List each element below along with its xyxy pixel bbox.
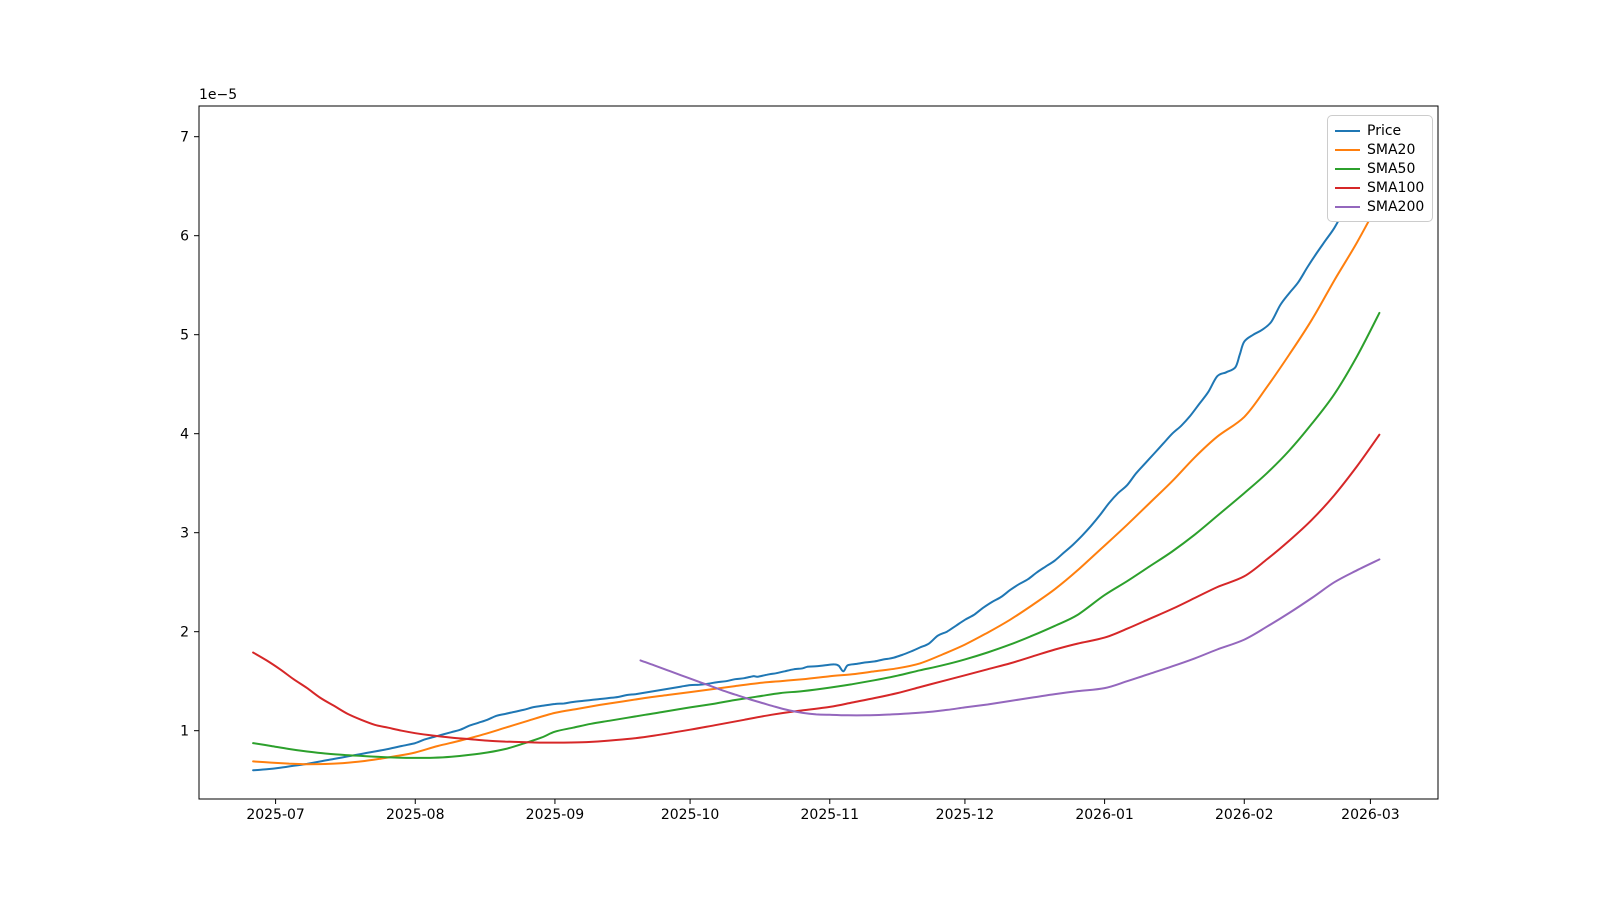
y-tick-label: 5	[180, 328, 189, 344]
y-offset-label: 1e−5	[199, 87, 237, 103]
legend-entry-sma20: SMA20	[1335, 140, 1425, 159]
y-tick-label: 6	[180, 229, 189, 245]
legend-entry-price: Price	[1335, 121, 1425, 140]
x-tick-label: 2025-08	[386, 807, 445, 823]
y-tick-label: 7	[180, 130, 189, 146]
x-tick-label: 2026-03	[1341, 807, 1400, 823]
x-tick-label: 2026-01	[1075, 807, 1134, 823]
legend-line-sample	[1335, 205, 1360, 208]
series-line-sma200	[639, 558, 1381, 717]
x-tick-label: 2025-11	[801, 807, 860, 823]
legend-entry-label: Price	[1367, 122, 1402, 139]
series-line-sma20	[252, 200, 1381, 766]
series-line-sma100	[252, 433, 1381, 744]
legend-entry-label: SMA20	[1367, 141, 1416, 158]
legend-entry-sma200: SMA200	[1335, 197, 1425, 216]
x-tick-label: 2026-02	[1215, 807, 1274, 823]
legend-entry-label: SMA50	[1367, 160, 1416, 177]
x-tick-label: 2025-12	[936, 807, 995, 823]
legend-line-sample	[1335, 148, 1360, 151]
series-line-price	[252, 135, 1381, 772]
legend-entry-sma50: SMA50	[1335, 159, 1425, 178]
y-tick-label: 3	[180, 526, 189, 542]
legend-line-sample	[1335, 129, 1360, 132]
legend-line-sample	[1335, 186, 1360, 189]
y-tick-label: 4	[180, 427, 189, 443]
y-tick-label: 2	[180, 625, 189, 641]
legend-entry-sma100: SMA100	[1335, 178, 1425, 197]
x-tick-label: 2025-07	[246, 807, 305, 823]
x-tick-label: 2025-09	[526, 807, 585, 823]
legend-entry-label: SMA200	[1367, 198, 1425, 215]
plot-border	[198, 105, 1439, 800]
legend-line-sample	[1335, 167, 1360, 170]
series-line-sma50	[252, 311, 1381, 759]
x-tick-label: 2025-10	[661, 807, 720, 823]
legend: Price SMA20 SMA50 SMA100 SMA200	[1327, 115, 1433, 222]
legend-entry-label: SMA100	[1367, 179, 1425, 196]
y-tick-label: 1	[180, 724, 189, 740]
